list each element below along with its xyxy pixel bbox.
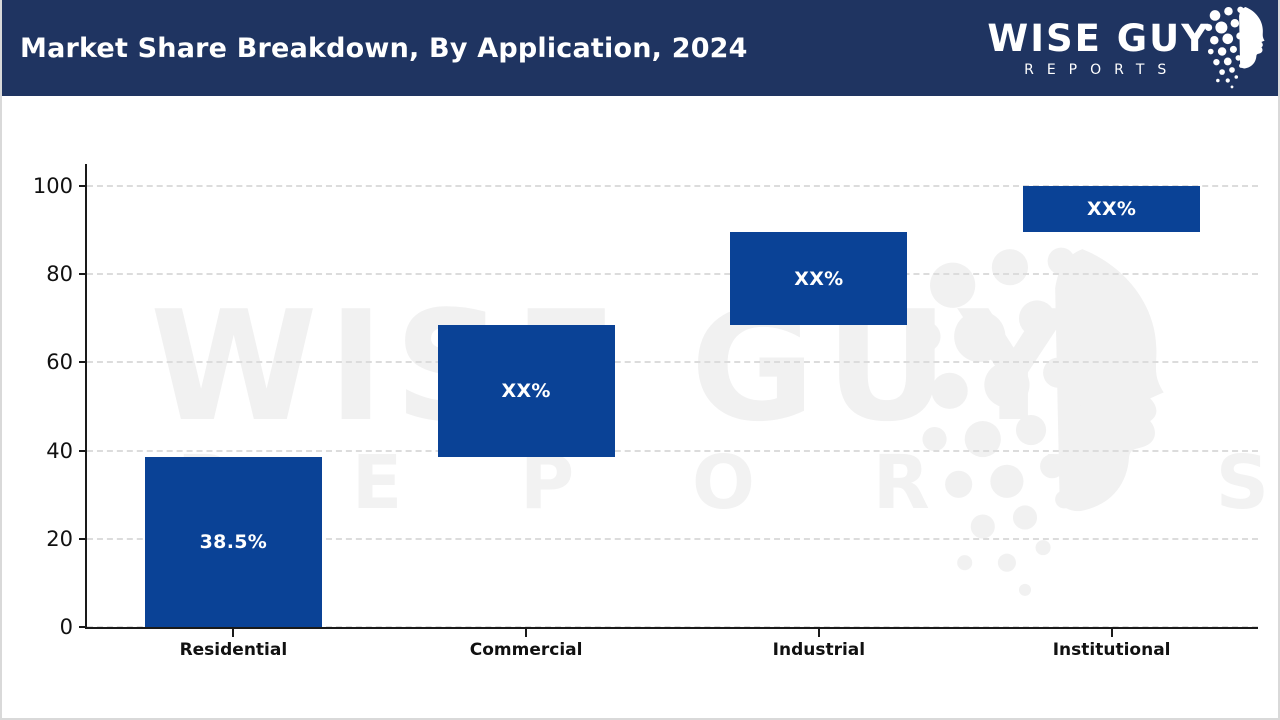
x-tick-mark xyxy=(1110,629,1113,637)
y-tick-mark xyxy=(79,537,87,540)
y-tick-mark xyxy=(79,273,87,276)
gridline-y20 xyxy=(87,537,1258,540)
x-tick-mark xyxy=(817,629,820,637)
gridline-y60 xyxy=(87,361,1258,364)
y-axis-spine xyxy=(85,164,87,629)
x-axis-category-label: Residential xyxy=(179,640,288,660)
y-axis-tick-label: 40 xyxy=(46,438,73,463)
gridline-y100 xyxy=(87,185,1258,187)
y-tick-mark xyxy=(79,626,87,628)
header-bar: Market Share Breakdown, By Application, … xyxy=(2,0,1278,96)
x-axis-category-label: Industrial xyxy=(772,640,866,660)
bar-value-label: XX% xyxy=(794,267,844,290)
bar-industrial: XX% xyxy=(730,232,908,325)
wise-guy-reports-logo: WISE GUY REPORTS xyxy=(987,2,1268,94)
y-tick-mark xyxy=(79,361,87,364)
logo-reports-text: REPORTS xyxy=(1024,61,1180,78)
x-axis-spine xyxy=(85,627,1258,629)
x-axis-category-label: Commercial xyxy=(469,640,583,660)
bar-institutional: XX% xyxy=(1023,186,1201,233)
page-title: Market Share Breakdown, By Application, … xyxy=(20,32,748,64)
gridline-y80 xyxy=(87,273,1258,276)
y-axis-tick-label: 60 xyxy=(46,350,73,375)
y-axis-tick-label: 0 xyxy=(59,615,73,639)
y-tick-mark xyxy=(79,185,87,187)
gridline-y40 xyxy=(87,449,1258,452)
bar-residential: 38.5% xyxy=(144,457,322,627)
x-axis-category-label: Institutional xyxy=(1052,640,1171,660)
bar-commercial: XX% xyxy=(437,324,615,458)
logo-wise-guy-text: WISE GUY xyxy=(987,16,1210,60)
x-tick-mark xyxy=(232,629,235,637)
logo-head-dots-icon xyxy=(1205,6,1265,89)
bar-value-label: XX% xyxy=(1087,198,1137,221)
y-axis-tick-label: 20 xyxy=(46,526,73,551)
watermark-head-dots-icon xyxy=(910,247,1164,596)
x-tick-mark xyxy=(525,629,528,637)
logo-wordmark: WISE GUY REPORTS xyxy=(987,20,1210,77)
y-axis-tick-label: 80 xyxy=(46,262,73,287)
bar-value-label: 38.5% xyxy=(199,531,268,554)
bar-value-label: XX% xyxy=(501,380,551,403)
y-axis-tick-label: 100 xyxy=(32,174,73,198)
y-tick-mark xyxy=(79,449,87,452)
